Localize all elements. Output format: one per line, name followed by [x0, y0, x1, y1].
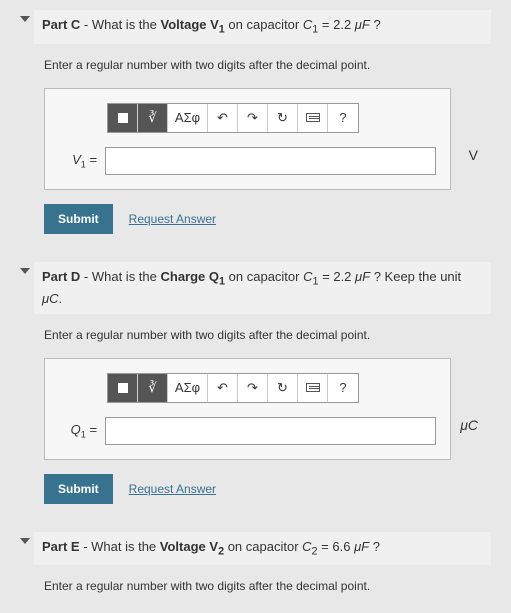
request-answer-link[interactable]: Request Answer [129, 212, 216, 226]
part-label: Part C [42, 17, 80, 32]
part-c: Part C - What is the Voltage V1 on capac… [0, 0, 511, 252]
greek-button[interactable]: ΑΣφ [168, 104, 208, 132]
input-row: V1 = [59, 147, 436, 175]
answer-box: ∛ ΑΣφ ↶ ↷ ↻ ? Q1 = μC [44, 358, 451, 460]
instruction-text: Enter a regular number with two digits a… [44, 328, 491, 342]
collapse-caret-icon[interactable] [20, 16, 30, 22]
unit-label: V [469, 147, 478, 163]
answer-input[interactable] [105, 417, 436, 445]
collapse-caret-icon[interactable] [20, 538, 30, 544]
part-label: Part E [42, 539, 80, 554]
help-button[interactable]: ? [328, 374, 358, 402]
square-icon [118, 113, 128, 123]
answer-input[interactable] [105, 147, 436, 175]
input-toolbar: ∛ ΑΣφ ↶ ↷ ↻ ? [107, 373, 359, 403]
part-title: Part C - What is the Voltage V1 on capac… [34, 10, 491, 44]
root-button[interactable]: ∛ [138, 104, 168, 132]
keyboard-button[interactable] [298, 374, 328, 402]
part-header: Part E - What is the Voltage V2 on capac… [20, 532, 491, 566]
submit-button[interactable]: Submit [44, 204, 113, 234]
keyboard-button[interactable] [298, 104, 328, 132]
part-e: Part E - What is the Voltage V2 on capac… [0, 522, 511, 613]
collapse-caret-icon[interactable] [20, 268, 30, 274]
undo-button[interactable]: ↶ [208, 374, 238, 402]
root-button[interactable]: ∛ [138, 374, 168, 402]
actions-row: Submit Request Answer [44, 204, 491, 234]
template-button[interactable] [108, 104, 138, 132]
request-answer-link[interactable]: Request Answer [129, 482, 216, 496]
keyboard-icon [306, 113, 320, 122]
instruction-text: Enter a regular number with two digits a… [44, 579, 491, 593]
part-label: Part D [42, 269, 80, 284]
help-button[interactable]: ? [328, 104, 358, 132]
redo-button[interactable]: ↷ [238, 104, 268, 132]
greek-button[interactable]: ΑΣφ [168, 374, 208, 402]
part-title: Part E - What is the Voltage V2 on capac… [34, 532, 491, 566]
part-d: Part D - What is the Charge Q1 on capaci… [0, 252, 511, 522]
answer-box: ∛ ΑΣφ ↶ ↷ ↻ ? V1 = V [44, 88, 451, 190]
part-header: Part C - What is the Voltage V1 on capac… [20, 10, 491, 44]
reset-button[interactable]: ↻ [268, 104, 298, 132]
actions-row: Submit Request Answer [44, 474, 491, 504]
square-icon [118, 383, 128, 393]
input-toolbar: ∛ ΑΣφ ↶ ↷ ↻ ? [107, 103, 359, 133]
part-header: Part D - What is the Charge Q1 on capaci… [20, 262, 491, 314]
undo-button[interactable]: ↶ [208, 104, 238, 132]
submit-button[interactable]: Submit [44, 474, 113, 504]
unit-label: μC [460, 417, 478, 433]
input-row: Q1 = [59, 417, 436, 445]
redo-button[interactable]: ↷ [238, 374, 268, 402]
part-title: Part D - What is the Charge Q1 on capaci… [34, 262, 491, 314]
template-button[interactable] [108, 374, 138, 402]
variable-label: V1 = [59, 152, 97, 170]
reset-button[interactable]: ↻ [268, 374, 298, 402]
keyboard-icon [306, 383, 320, 392]
variable-label: Q1 = [59, 422, 97, 440]
instruction-text: Enter a regular number with two digits a… [44, 58, 491, 72]
